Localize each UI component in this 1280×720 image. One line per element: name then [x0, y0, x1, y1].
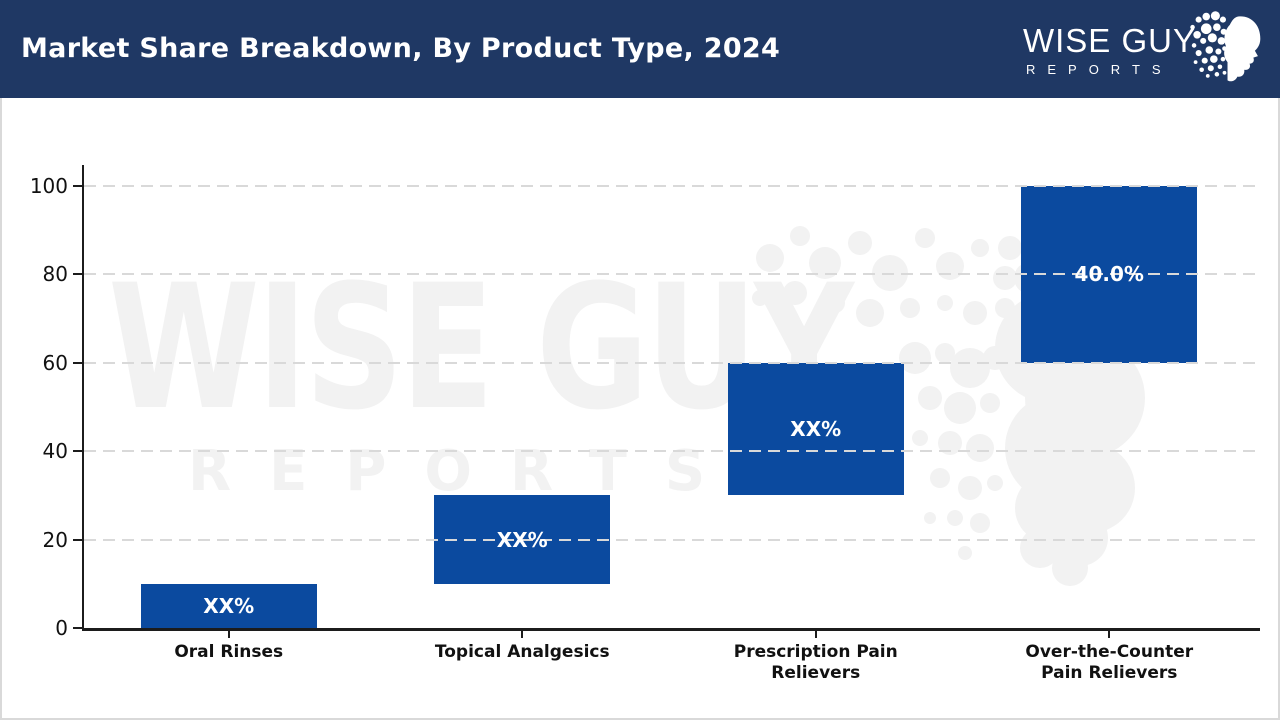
chart-canvas: WISE GUY REPORTS 0 20 40 60 80 100 XX% Oral Rin…	[0, 98, 1280, 720]
x-axis-label: Over-the-Counter Pain Relievers	[969, 642, 1249, 684]
x-tick	[1108, 630, 1111, 638]
logo-subtitle: REPORTS	[1025, 61, 1173, 77]
y-tick	[73, 538, 82, 541]
bar-value-label: 40.0%	[1074, 262, 1144, 287]
y-tick-label: 40	[42, 439, 68, 464]
x-axis-label-line: Oral Rinses	[174, 642, 284, 662]
x-axis-label-line: Relievers	[771, 663, 861, 683]
logo-text: WISE GUY REPORTS	[1022, 22, 1196, 77]
x-axis-label: Oral Rinses	[89, 642, 369, 663]
bar	[140, 583, 317, 628]
x-axis-label-line: Topical Analgesics	[434, 642, 610, 662]
page-title: Market Share Breakdown, By Product Type,…	[21, 33, 781, 64]
gridline	[84, 273, 1256, 276]
x-tick	[521, 630, 524, 638]
y-tick-label: 20	[42, 527, 68, 552]
x-axis-label: Prescription Pain Relievers	[676, 642, 956, 684]
gridline	[84, 185, 1256, 187]
y-tick-label: 80	[42, 262, 68, 287]
bar-value-label: XX%	[203, 593, 255, 618]
y-tick	[73, 627, 82, 629]
y-tick-label: 0	[55, 616, 68, 640]
bar	[727, 362, 904, 496]
header: Market Share Breakdown, By Product Type,…	[0, 0, 1280, 98]
bar-value-label: XX%	[496, 527, 548, 552]
y-tick-label: 100	[29, 174, 68, 198]
x-axis-label-line: Pain Relievers	[1041, 663, 1178, 683]
x-axis-line	[82, 628, 1260, 631]
y-tick	[73, 450, 82, 453]
watermark-subtitle: REPORTS	[188, 439, 744, 504]
logo-wordmark: WISE GUY	[1022, 22, 1196, 60]
x-axis-label-line: Over-the-Counter	[1025, 642, 1194, 662]
gridline	[84, 450, 1256, 453]
y-tick	[73, 273, 82, 276]
bar-value-label: XX%	[790, 417, 842, 442]
y-axis-line	[82, 165, 84, 631]
plot-area: 0 20 40 60 80 100 XX% Oral Rinses XX% Topical Ana…	[0, 98, 1280, 720]
y-tick	[73, 361, 82, 364]
gridline	[84, 538, 1256, 541]
y-tick-label: 60	[42, 350, 68, 375]
x-axis-label: Topical Analgesics	[382, 642, 662, 663]
gridline	[84, 361, 1256, 364]
y-tick	[73, 185, 82, 187]
x-tick	[814, 630, 817, 638]
wiseguy-logo: WISE GUY REPORTS	[1023, 9, 1264, 91]
x-axis-label-line: Prescription Pain	[733, 642, 898, 662]
logo-face-icon	[1190, 11, 1261, 82]
x-tick	[227, 630, 230, 638]
